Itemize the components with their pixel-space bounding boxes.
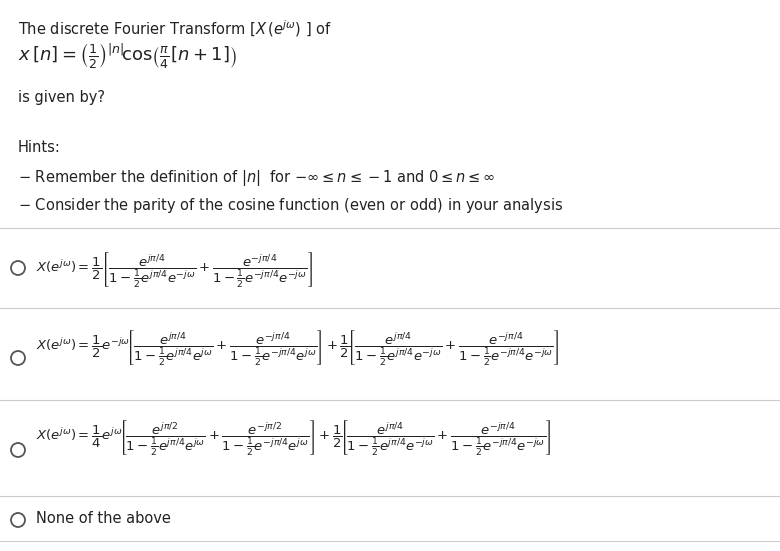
- Text: None of the above: None of the above: [36, 511, 171, 526]
- Text: $X(e^{j\omega}) = \dfrac{1}{2}\left[\dfrac{e^{j\pi/4}}{1-\frac{1}{2}e^{j\pi/4}e^: $X(e^{j\omega}) = \dfrac{1}{2}\left[\dfr…: [36, 250, 313, 289]
- Text: $X(e^{j\omega}) = \dfrac{1}{2}e^{-j\omega}\!\left[\dfrac{e^{j\pi/4}}{1-\frac{1}{: $X(e^{j\omega}) = \dfrac{1}{2}e^{-j\omeg…: [36, 328, 559, 367]
- Text: is given by?: is given by?: [18, 90, 105, 105]
- Text: $-$ Consider the parity of the cosine function (even or odd) in your analysis: $-$ Consider the parity of the cosine fu…: [18, 196, 563, 215]
- Text: $x\,[n] = \left(\frac{1}{2}\right)^{|n|}\!\cos\!\left(\frac{\pi}{4}[n+1]\right)$: $x\,[n] = \left(\frac{1}{2}\right)^{|n|}…: [18, 42, 237, 71]
- Text: Hints:: Hints:: [18, 140, 61, 155]
- Text: The discrete Fourier Transform $[X\,(e^{j\omega})$ ] of: The discrete Fourier Transform $[X\,(e^{…: [18, 18, 332, 39]
- Text: $-$ Remember the definition of $|n|$  for $-\infty \leq n \leq -1$ and $0 \leq n: $-$ Remember the definition of $|n|$ for…: [18, 168, 495, 188]
- Text: $X(e^{j\omega}) = \dfrac{1}{4}e^{j\omega}\!\left[\dfrac{e^{j\pi/2}}{1-\frac{1}{2: $X(e^{j\omega}) = \dfrac{1}{4}e^{j\omega…: [36, 418, 551, 457]
